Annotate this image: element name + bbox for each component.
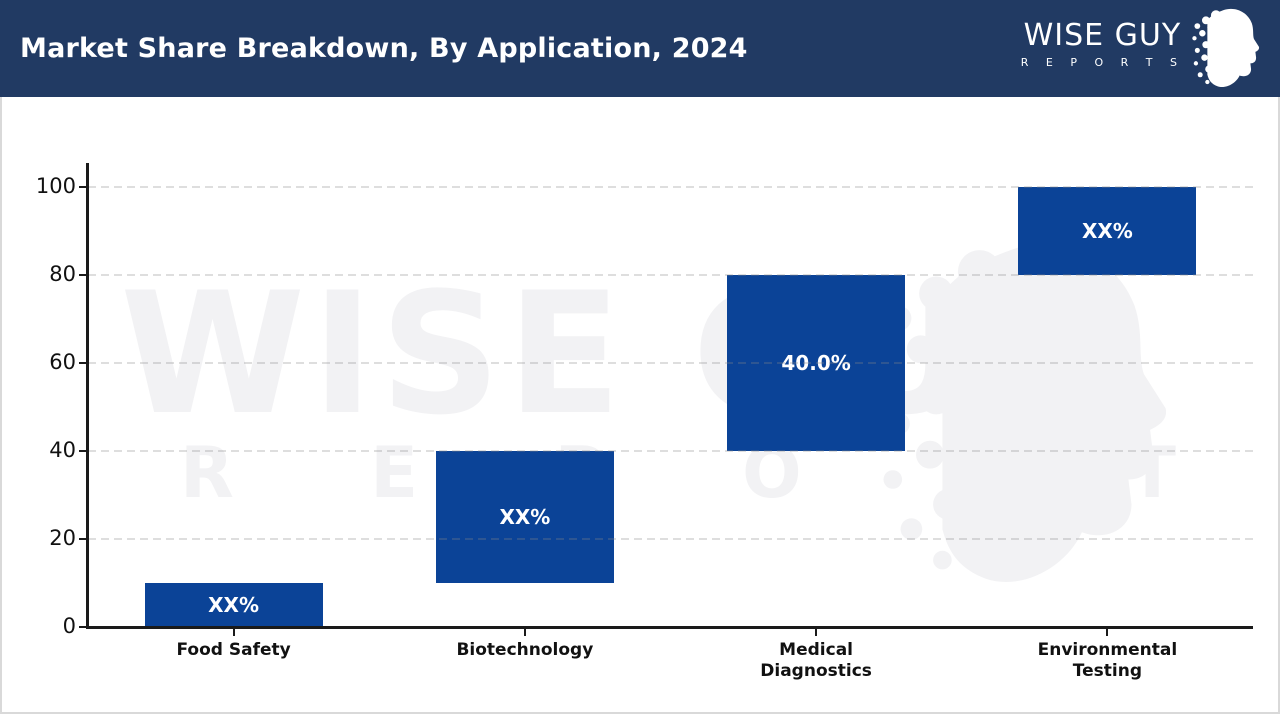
bar-value-label: XX% [1081,219,1133,243]
brand-logo: WISE GUY R E P O R T S [1021,4,1272,94]
y-tick [79,538,87,540]
x-tick [815,629,818,636]
bar-value-label: XX% [499,505,551,529]
y-tick [79,626,87,628]
x-tick [232,629,235,636]
x-label-environmental-testing: Environmental Testing [1037,640,1178,682]
x-tick [1106,629,1109,636]
logo-text: WISE GUY R E P O R T S [1021,18,1184,69]
y-tick-label-40: 40 [49,438,76,462]
x-axis-spine [86,626,1253,629]
bar-environmental-testing: XX% [1018,187,1197,275]
wiseguy-face-watermark [877,243,1167,582]
y-tick [79,274,87,276]
wiseguy-face-icon [1192,8,1260,88]
logo-sub-text: R E P O R T S [1020,56,1184,69]
bar-food-safety: XX% [144,583,323,627]
y-tick-label-60: 60 [49,350,76,374]
bar-medical-diagnostics: 40.0% [727,275,906,451]
y-tick-label-100: 100 [35,174,76,198]
x-label-medical-diagnostics: Medical Diagnostics [760,640,872,682]
chart-title: Market Share Breakdown, By Application, … [20,33,748,64]
x-label-biotechnology: Biotechnology [456,640,594,660]
y-axis-spine [86,163,89,629]
y-tick-label-0: 0 [62,614,76,638]
bar-value-label: 40.0% [781,351,851,375]
y-tick [79,362,87,364]
bar-value-label: XX% [208,593,260,617]
logo-brand-text: WISE GUY [1023,18,1182,53]
y-tick [79,450,87,452]
x-label-food-safety: Food Safety [176,640,291,660]
y-tick-label-80: 80 [49,262,76,286]
y-tick-label-20: 20 [49,526,76,550]
x-tick [523,629,526,636]
bar-biotechnology: XX% [435,451,614,583]
y-tick [79,186,87,188]
header-bar: Market Share Breakdown, By Application, … [0,0,1280,97]
